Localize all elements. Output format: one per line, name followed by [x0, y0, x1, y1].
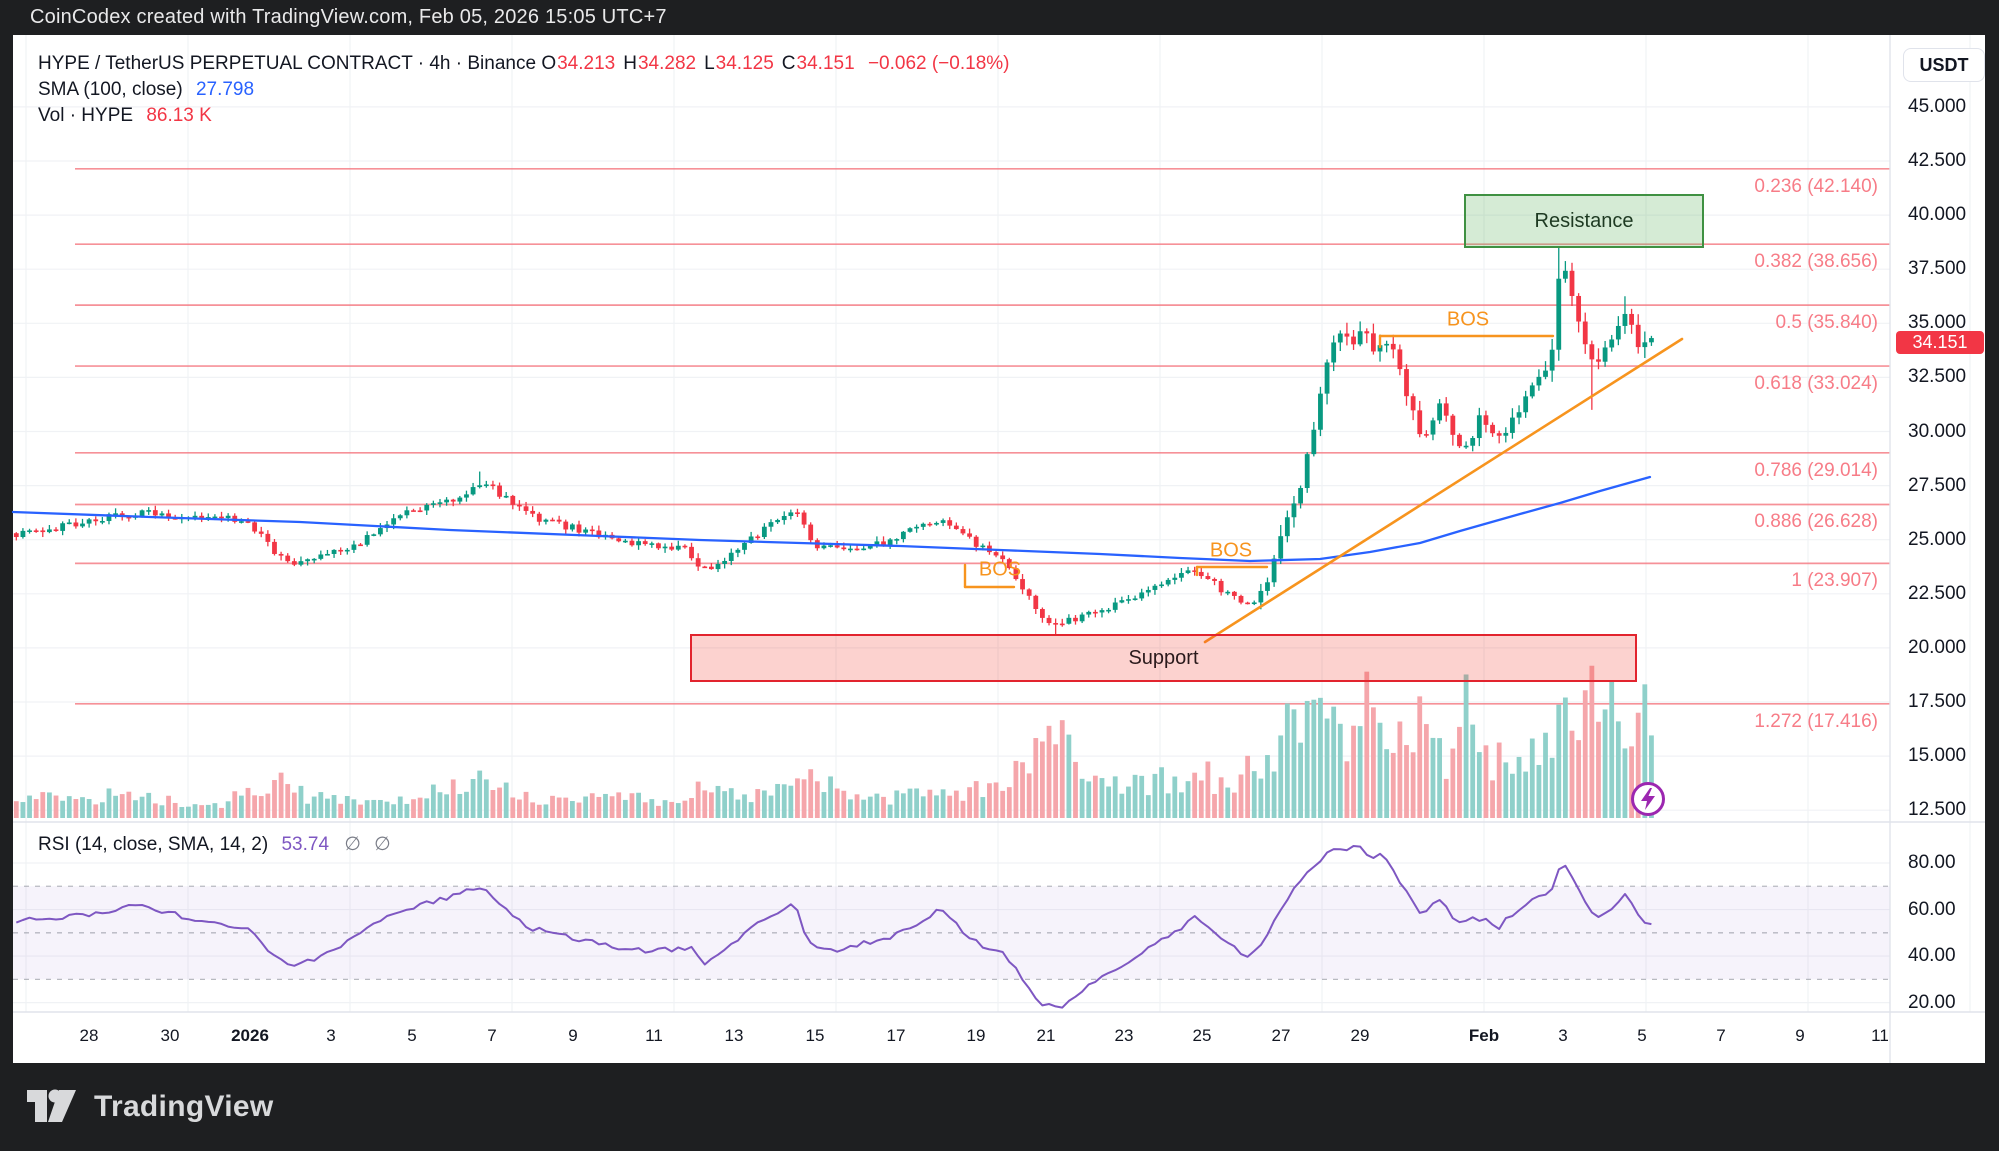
sma-label: SMA (100, close) [38, 79, 183, 100]
tradingview-logo-icon[interactable] [26, 1085, 82, 1129]
rsi-value: 53.74 [281, 834, 330, 855]
support-zone[interactable]: Support [690, 634, 1637, 682]
change-value: −0.062 (−0.18%) [867, 53, 1010, 74]
lightning-icon [1641, 788, 1655, 810]
footer-bar: TradingView [0, 1063, 1999, 1151]
last-price-badge: 34.151 [1896, 330, 1984, 354]
rsi-legend-row[interactable]: RSI (14, close, SMA, 14, 2) 53.74 ∅ ∅ [38, 833, 391, 856]
ohlc-item: L34.125 [704, 53, 774, 74]
volume-legend-row[interactable]: Vol · HYPE 86.13 K [38, 103, 1009, 129]
flash-boost-button[interactable] [1631, 782, 1665, 816]
support-zone-label: Support [1128, 646, 1199, 669]
rsi-na-icon: ∅ [374, 834, 391, 855]
symbol-title: HYPE / TetherUS PERPETUAL CONTRACT · 4h … [38, 53, 537, 74]
currency-chip-label: USDT [1919, 54, 1969, 75]
currency-chip[interactable]: USDT [1903, 48, 1985, 82]
attribution-text: CoinCodex created with TradingView.com, … [30, 6, 667, 28]
rsi-label: RSI (14, close, SMA, 14, 2) [38, 834, 269, 855]
resistance-zone-label: Resistance [1534, 209, 1634, 232]
attribution-bar: CoinCodex created with TradingView.com, … [0, 0, 1999, 35]
resistance-zone[interactable]: Resistance [1464, 194, 1704, 248]
rsi-na-icon: ∅ [344, 834, 361, 855]
sma-legend-row[interactable]: SMA (100, close) 27.798 [38, 77, 1009, 103]
volume-value: 86.13 K [146, 105, 212, 126]
last-price-value: 34.151 [1912, 331, 1968, 352]
legend: HYPE / TetherUS PERPETUAL CONTRACT · 4h … [38, 51, 1009, 129]
volume-label: Vol · HYPE [38, 105, 134, 126]
ohlc-values: O34.213 H34.282 L34.125 C34.151 [541, 53, 862, 74]
ohlc-item: H34.282 [623, 53, 697, 74]
ohlc-item: O34.213 [541, 53, 616, 74]
ohlc-item: C34.151 [781, 53, 855, 74]
symbol-legend-row[interactable]: HYPE / TetherUS PERPETUAL CONTRACT · 4h … [38, 51, 1009, 77]
sma-value: 27.798 [195, 79, 255, 100]
tradingview-wordmark[interactable]: TradingView [94, 1090, 274, 1123]
